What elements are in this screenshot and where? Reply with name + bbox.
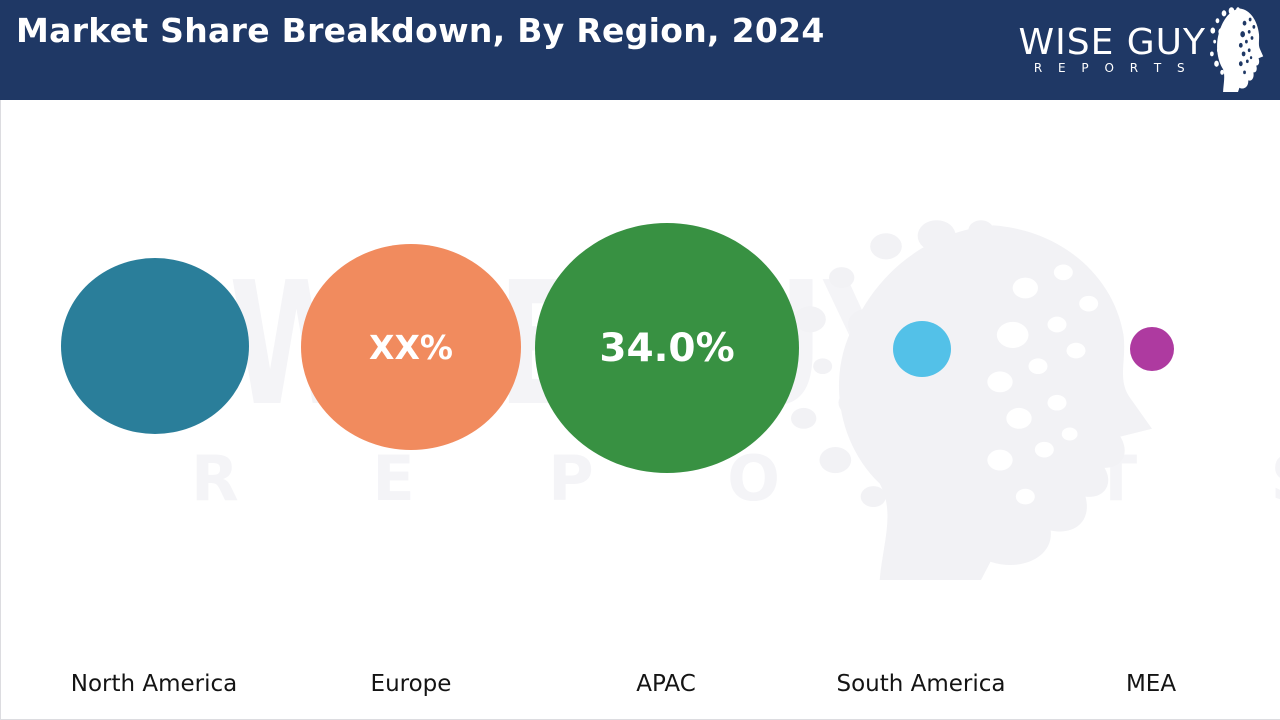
bubble-mea	[1130, 327, 1174, 371]
category-label-europe: Europe	[370, 671, 452, 697]
bubble-value-label: XX%	[369, 327, 453, 367]
bubble-value-label: 34.0%	[599, 325, 735, 371]
wise-guy-logo: WISE GUY R E P O R T S	[1019, 0, 1280, 92]
logo-reports-text: R E P O R T S	[1033, 60, 1191, 75]
category-label-mea: MEA	[1125, 671, 1177, 697]
watermark-reports-text: R E P O R T S	[191, 442, 1280, 515]
watermark-head-icon	[791, 220, 1152, 580]
bubble-europe: XX%	[301, 244, 521, 450]
category-label-north-america: North America	[70, 671, 238, 697]
bubble-north-america	[61, 258, 249, 434]
logo-name-text: WISE GUY	[1018, 22, 1206, 64]
category-label-apac: APAC	[636, 671, 696, 697]
chart-area: WISE GUY R E P O R T S XX% 34.0%	[0, 100, 1280, 720]
header-bar: Market Share Breakdown, By Region, 2024 …	[0, 0, 1280, 100]
logo-head-icon	[1210, 7, 1264, 92]
bubble-south-america	[893, 321, 951, 377]
logo-text: WISE GUY R E P O R T S	[1019, 23, 1207, 75]
page-title: Market Share Breakdown, By Region, 2024	[16, 11, 825, 50]
category-label-south-america: South America	[836, 671, 1006, 697]
bubble-apac: 34.0%	[535, 223, 799, 473]
